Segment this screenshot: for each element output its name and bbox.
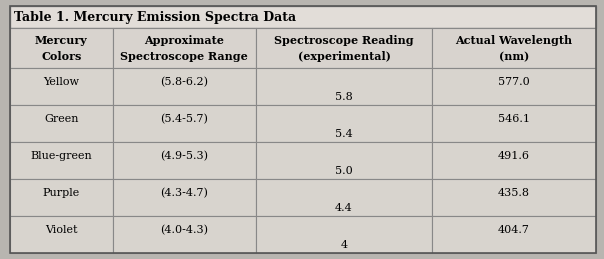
Bar <box>432 105 596 142</box>
Text: (4.0-4.3): (4.0-4.3) <box>160 225 208 235</box>
Text: Table 1. Mercury Emission Spectra Data: Table 1. Mercury Emission Spectra Data <box>14 11 296 24</box>
Bar <box>256 105 432 142</box>
Text: 4: 4 <box>341 240 347 250</box>
Bar <box>10 6 596 28</box>
Bar <box>10 179 112 216</box>
Bar <box>432 68 596 105</box>
Bar <box>10 142 112 179</box>
Bar <box>10 68 112 105</box>
Text: Purple: Purple <box>43 188 80 198</box>
Text: Violet: Violet <box>45 225 77 235</box>
Bar <box>256 28 432 68</box>
Text: Spectroscope Reading: Spectroscope Reading <box>274 35 414 46</box>
Text: Actual Wavelength: Actual Wavelength <box>455 35 573 46</box>
Text: 5.4: 5.4 <box>335 129 353 139</box>
Bar <box>10 216 112 253</box>
Text: 404.7: 404.7 <box>498 225 530 235</box>
Text: (4.9-5.3): (4.9-5.3) <box>160 151 208 161</box>
Text: (4.3-4.7): (4.3-4.7) <box>161 188 208 198</box>
Bar <box>256 179 432 216</box>
Bar <box>10 28 112 68</box>
Text: Blue-green: Blue-green <box>30 151 92 161</box>
Text: 5.8: 5.8 <box>335 92 353 102</box>
Text: 5.0: 5.0 <box>335 166 353 176</box>
Bar <box>112 28 256 68</box>
Text: (experimental): (experimental) <box>298 51 390 62</box>
Bar <box>256 68 432 105</box>
Bar <box>112 142 256 179</box>
Text: 577.0: 577.0 <box>498 77 530 87</box>
Text: Approximate: Approximate <box>144 35 224 46</box>
Text: Green: Green <box>44 114 79 124</box>
Text: Colors: Colors <box>41 51 82 62</box>
Text: (nm): (nm) <box>499 51 529 62</box>
Text: Spectroscope Range: Spectroscope Range <box>120 51 248 62</box>
Text: Yellow: Yellow <box>43 77 79 87</box>
Text: (5.8-6.2): (5.8-6.2) <box>160 77 208 87</box>
Bar <box>112 216 256 253</box>
Bar <box>432 216 596 253</box>
Text: (5.4-5.7): (5.4-5.7) <box>161 114 208 124</box>
Bar <box>432 142 596 179</box>
Text: 491.6: 491.6 <box>498 151 530 161</box>
Bar <box>112 105 256 142</box>
Bar <box>432 28 596 68</box>
Text: 546.1: 546.1 <box>498 114 530 124</box>
Bar <box>112 179 256 216</box>
Bar <box>256 216 432 253</box>
Text: 435.8: 435.8 <box>498 188 530 198</box>
Bar <box>432 179 596 216</box>
Text: 4.4: 4.4 <box>335 203 353 213</box>
Bar <box>10 105 112 142</box>
Text: Mercury: Mercury <box>35 35 88 46</box>
Bar <box>256 142 432 179</box>
Bar <box>112 68 256 105</box>
